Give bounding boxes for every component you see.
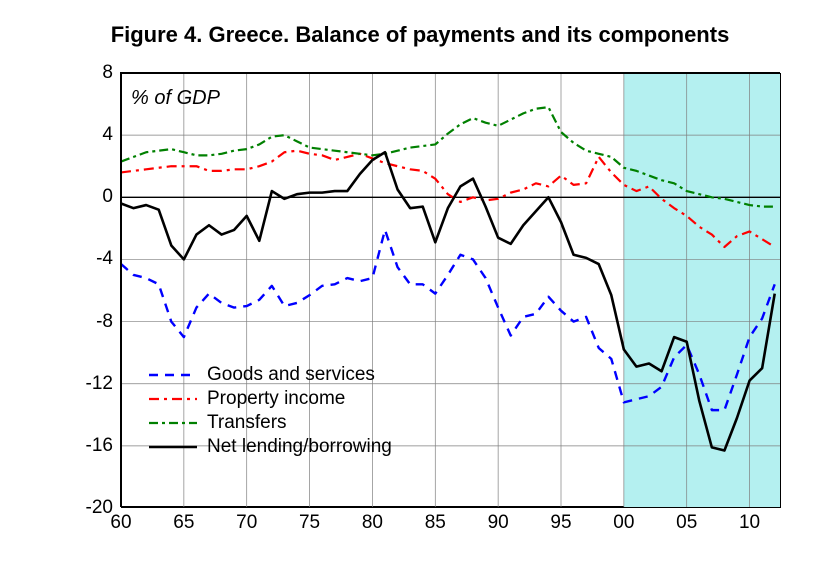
xtick-label: 65 bbox=[173, 506, 194, 534]
ytick-label: -4 bbox=[96, 248, 121, 270]
legend-swatch bbox=[147, 439, 199, 455]
figure-container: Figure 4. Greece. Balance of payments an… bbox=[0, 0, 840, 575]
legend-label: Goods and services bbox=[207, 364, 375, 386]
legend-item: Net lending/borrowing bbox=[147, 435, 392, 459]
ytick-label: 0 bbox=[102, 186, 121, 208]
ytick-label: -8 bbox=[96, 311, 121, 333]
ytick-label: -16 bbox=[86, 435, 121, 457]
figure-title: Figure 4. Greece. Balance of payments an… bbox=[0, 22, 840, 48]
xtick-label: 70 bbox=[236, 506, 257, 534]
xtick-label: 80 bbox=[362, 506, 383, 534]
legend: Goods and servicesProperty incomeTransfe… bbox=[147, 363, 392, 459]
y-axis-label: % of GDP bbox=[131, 87, 220, 110]
legend-label: Property income bbox=[207, 388, 345, 410]
xtick-label: 90 bbox=[488, 506, 509, 534]
xtick-label: 60 bbox=[110, 506, 131, 534]
legend-item: Transfers bbox=[147, 411, 392, 435]
ytick-label: 8 bbox=[102, 62, 121, 84]
ytick-label: 4 bbox=[102, 124, 121, 146]
xtick-label: 95 bbox=[550, 506, 571, 534]
ytick-label: -12 bbox=[86, 373, 121, 395]
xtick-label: 05 bbox=[676, 506, 697, 534]
xtick-label: 00 bbox=[613, 506, 634, 534]
xtick-label: 75 bbox=[299, 506, 320, 534]
xtick-label: 10 bbox=[739, 506, 760, 534]
legend-label: Transfers bbox=[207, 412, 287, 434]
legend-label: Net lending/borrowing bbox=[207, 436, 392, 458]
legend-swatch bbox=[147, 391, 199, 407]
legend-item: Goods and services bbox=[147, 363, 392, 387]
xtick-label: 85 bbox=[425, 506, 446, 534]
legend-swatch bbox=[147, 367, 199, 383]
legend-swatch bbox=[147, 415, 199, 431]
legend-item: Property income bbox=[147, 387, 392, 411]
plot-area: % of GDP Goods and servicesProperty inco… bbox=[120, 72, 780, 507]
